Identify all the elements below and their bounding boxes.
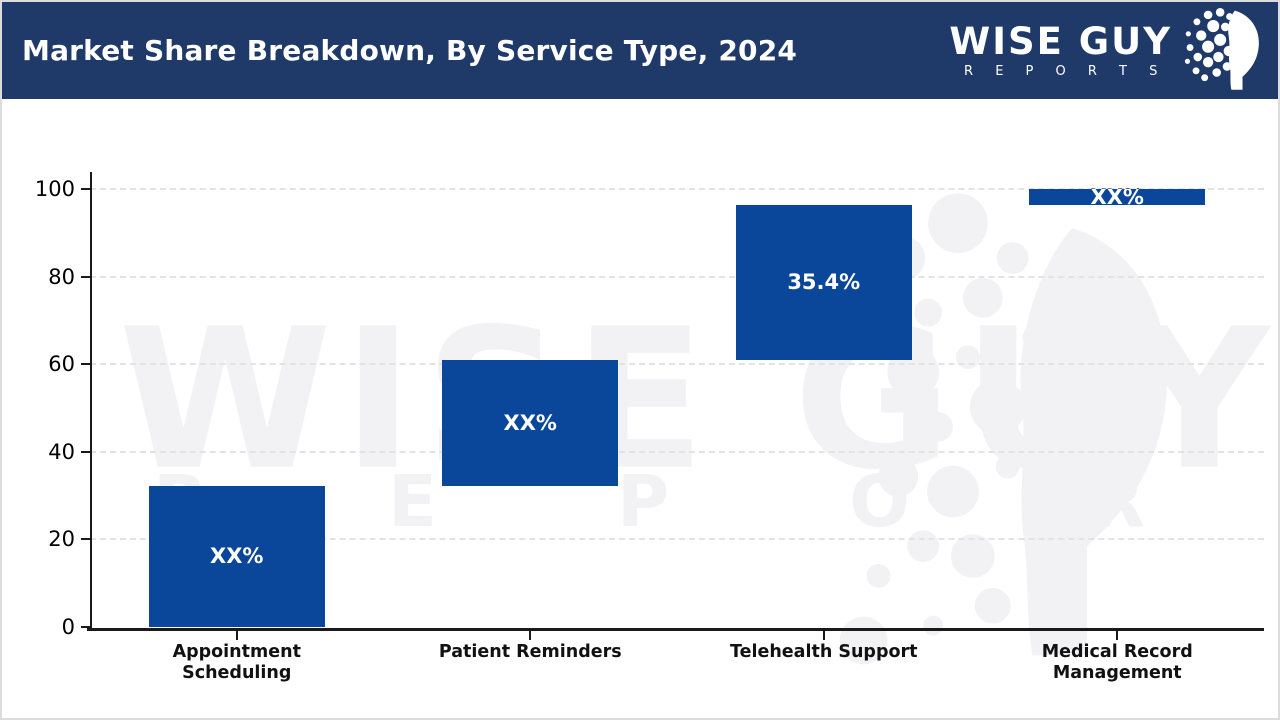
y-axis-tick-label: 60	[48, 352, 75, 377]
y-axis-tick-label: 100	[34, 177, 75, 201]
bar-value-text: XX%	[503, 410, 557, 435]
bar-value-text: XX%	[1090, 184, 1144, 209]
bar	[1029, 189, 1206, 205]
y-axis-tick	[81, 538, 90, 541]
brand-subname: R E P O R T S	[964, 63, 1167, 79]
x-axis	[87, 628, 1264, 631]
x-axis-tick	[529, 631, 532, 640]
gridline	[90, 538, 1264, 541]
y-axis-tick	[81, 275, 90, 278]
gridline	[90, 188, 1264, 190]
bar-value-text: 35.4%	[787, 270, 861, 295]
bar	[442, 359, 619, 486]
plot-area: 0 20 40 60 80 100 XX% Appointment Scheduling XX%…	[2, 99, 1278, 718]
bar-value-text: XX%	[210, 544, 264, 569]
chart-region: WISE GUY R E P O R T S 020406080100XX%Ap…	[2, 99, 1278, 718]
bar-value-label: XX%	[149, 543, 325, 569]
bar-value-label: XX%	[442, 410, 618, 436]
page-title: Market Share Breakdown, By Service Type,…	[22, 34, 798, 67]
brand-logo: WISE GUY R E P O R T S	[949, 7, 1278, 94]
x-axis-category-label: Patient Reminders	[438, 642, 622, 662]
header-bar: Market Share Breakdown, By Service Type,…	[2, 2, 1278, 99]
y-axis-tick	[81, 188, 90, 190]
x-axis-category-label: Telehealth Support	[729, 642, 918, 662]
bar	[148, 485, 325, 627]
wise-guy-head-icon	[1184, 7, 1259, 90]
bar-value-label: XX% XX%	[1029, 184, 1205, 210]
y-axis-tick-label: 0	[61, 615, 75, 639]
y-axis-tick	[81, 450, 90, 453]
bar-value-label: 35.4%	[736, 269, 912, 295]
y-axis-tick-label: 20	[48, 527, 75, 552]
x-axis-category-label: Medical Record Management	[1041, 642, 1193, 684]
y-axis-tick-label: 80	[48, 264, 75, 289]
gridline	[90, 450, 1264, 453]
x-axis-tick	[1116, 631, 1119, 640]
brand-logo-text: WISE GUY R E P O R T S	[949, 23, 1172, 79]
gridline	[90, 275, 1264, 278]
bar-value-text: XX%	[1090, 184, 1144, 209]
gridline	[90, 363, 1264, 366]
x-axis-category-label: Appointment Scheduling	[172, 642, 301, 684]
x-axis-tick	[822, 631, 825, 640]
y-axis-tick-label: 40	[48, 439, 75, 464]
y-axis-tick	[81, 363, 90, 366]
y-axis-tick	[81, 626, 90, 628]
x-axis-tick	[235, 631, 238, 640]
brand-name: WISE GUY	[949, 19, 1172, 63]
y-axis	[90, 172, 92, 630]
bar	[735, 204, 912, 360]
